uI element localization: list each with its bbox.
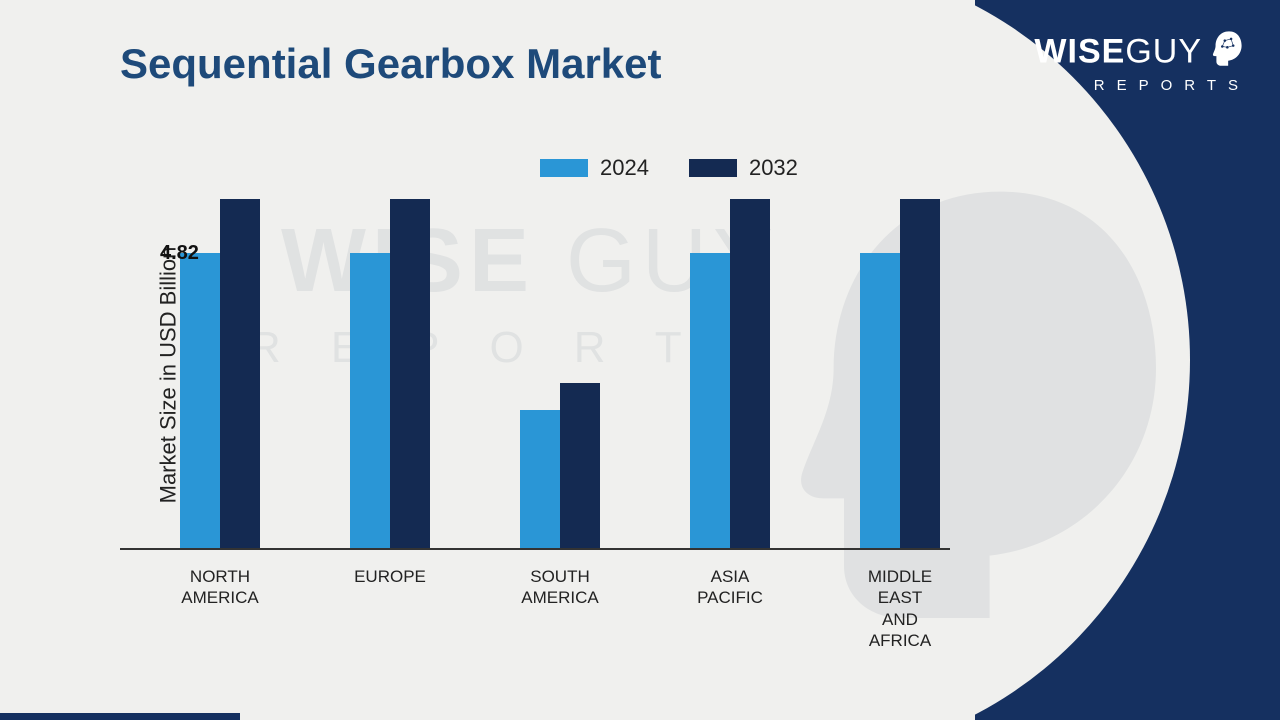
brain-head-icon xyxy=(1208,28,1250,79)
data-label: 4.82 xyxy=(160,242,199,265)
logo-text-wise: WISE xyxy=(1034,32,1125,70)
bar xyxy=(560,383,600,548)
bar xyxy=(690,253,730,548)
logo-text-reports: REPORTS xyxy=(1034,77,1250,94)
category-label: NORTHAMERICA xyxy=(165,566,275,609)
bar-group xyxy=(520,383,600,548)
bar-group xyxy=(860,199,940,548)
bar xyxy=(390,199,430,548)
bar xyxy=(180,253,220,548)
bar xyxy=(350,253,390,548)
chart-title: Sequential Gearbox Market xyxy=(120,40,662,88)
bar xyxy=(900,199,940,548)
category-label: SOUTHAMERICA xyxy=(505,566,615,609)
page-root: WISE GUY REPORTS Sequential Gearbox Mark… xyxy=(0,0,1280,720)
bar xyxy=(220,199,260,548)
bar-group xyxy=(690,199,770,548)
bottom-accent-bar xyxy=(0,713,240,720)
bar xyxy=(860,253,900,548)
bar-group xyxy=(350,199,430,548)
brand-logo: WISEGUY REPORTS xyxy=(1034,28,1250,94)
bar xyxy=(730,199,770,548)
category-label: MIDDLEEASTANDAFRICA xyxy=(845,566,955,651)
logo-text-guy: GUY xyxy=(1125,32,1202,70)
chart-area: Market Size in USD Billion NORTHAMERICAE… xyxy=(60,160,960,590)
chart-plot: NORTHAMERICAEUROPESOUTHAMERICAASIAPACIFI… xyxy=(120,170,950,550)
bar xyxy=(520,410,560,548)
category-label: EUROPE xyxy=(335,566,445,587)
category-label: ASIAPACIFIC xyxy=(675,566,785,609)
